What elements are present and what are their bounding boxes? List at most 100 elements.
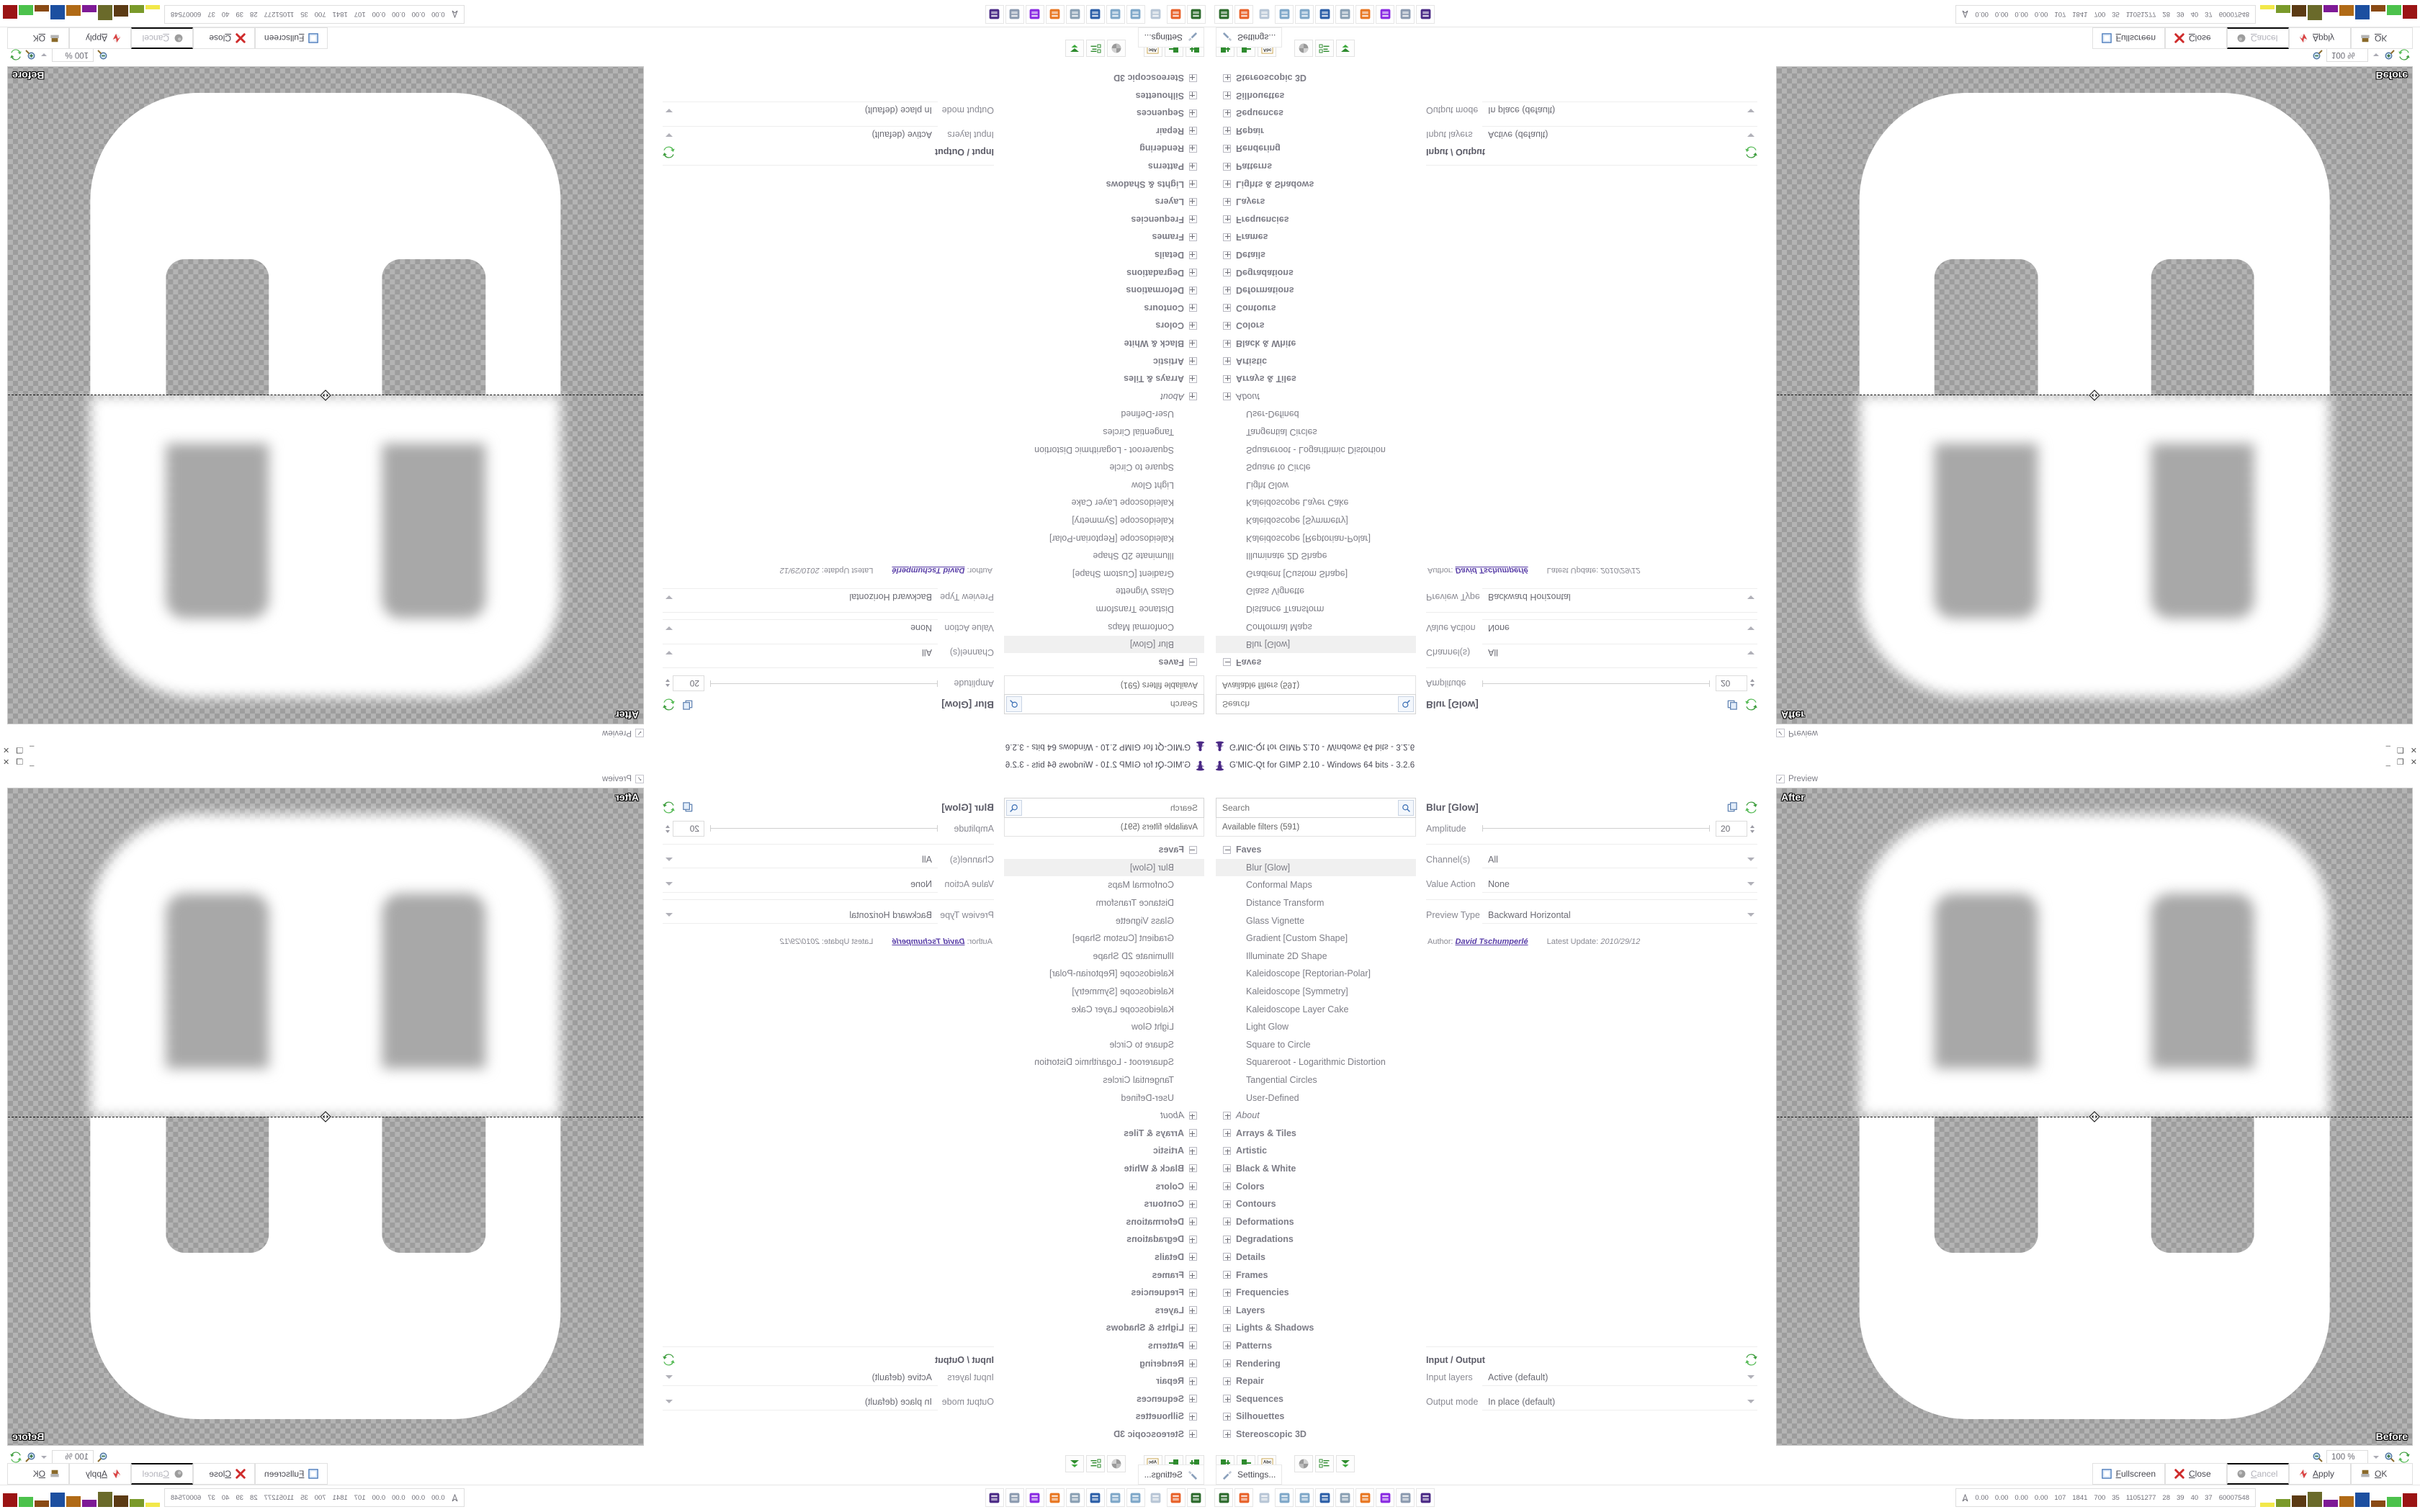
tree-category-stereoscopic-3d[interactable]: Stereoscopic 3D [1216,1426,1416,1444]
close-window-button[interactable]: ✕ [3,745,10,754]
tree-category-lights-shadows[interactable]: Lights & Shadows [1004,175,1204,193]
amplitude-value[interactable]: 20 [1716,675,1747,691]
tree-item-fave[interactable]: User-Defined [1121,1092,1174,1103]
fullscreen-button[interactable]: Fullscreen [255,27,328,49]
expand-icon[interactable] [1223,127,1231,135]
filters-tree[interactable]: Faves Blur [Glow] Conformal Maps Distance T… [1004,838,1204,1446]
expand-icon[interactable] [1223,286,1231,294]
tree-category-contours[interactable]: Contours [1004,1195,1204,1213]
input-layers-select[interactable]: Active (default) [1482,1369,1757,1386]
tree-item-fave[interactable]: Conformal Maps [1108,621,1174,632]
tree-item-fave[interactable]: Gradient [Custom Shape] [1246,568,1348,579]
channels-select[interactable]: All [663,851,938,868]
tree-category-frames[interactable]: Frames [1216,1266,1416,1284]
output-mode-select[interactable]: In place (default) [1482,102,1757,119]
blender-icon[interactable] [1046,5,1065,24]
palette-swatch[interactable] [2355,5,2370,19]
tree-item-fave[interactable]: Squareroot - Logarithmic Distortion [1246,1057,1386,1068]
input-layers-select[interactable]: Active (default) [663,126,938,143]
tree-item-fave[interactable]: Squareroot - Logarithmic Distortion [1034,1057,1174,1068]
zoom-reset-icon[interactable] [10,1452,22,1463]
zoom-reset-icon[interactable] [2398,49,2410,60]
palette-swatch[interactable] [50,5,65,19]
tree-category-black-white[interactable]: Black & White [1004,1160,1204,1178]
value-action-select[interactable]: None [1482,619,1757,636]
palette-swatch[interactable] [2308,5,2322,20]
preview-checkbox[interactable]: ✓ [635,729,644,737]
expand-icon[interactable] [1189,1111,1197,1120]
tree-category-sequences[interactable]: Sequences [1004,1390,1204,1408]
expand-icon[interactable] [1223,1182,1231,1191]
split-handle-icon[interactable] [320,390,331,401]
palette-swatch[interactable] [2323,5,2338,12]
search-icon[interactable] [1006,696,1022,712]
expand-icon[interactable] [1189,127,1197,135]
tree-item-fave[interactable]: Kaleidoscope [Reptorian-Polar] [1246,968,1371,979]
palette-swatch[interactable] [3,1493,17,1507]
tree-category-testing[interactable]: Testing [1004,1443,1204,1446]
split-handle-icon[interactable] [2089,1111,2100,1122]
cancel-button[interactable]: Cancel [131,1463,193,1485]
palette-swatch[interactable] [130,1499,144,1507]
tree-category-deformations[interactable]: Deformations [1004,1212,1204,1230]
close-button[interactable]: Close [2165,27,2227,49]
tree-category-layers[interactable]: Layers [1004,193,1204,211]
notepad2-icon[interactable] [1295,1488,1314,1507]
tree-category-rendering[interactable]: Rendering [1004,1354,1204,1372]
tree-item-fave[interactable]: Glass Vignette [1246,915,1305,926]
filter-list-icon[interactable] [1315,1455,1334,1472]
preview-canvas[interactable]: After Before [7,66,644,724]
expand-icon[interactable] [1065,40,1084,57]
expand-icon[interactable] [1189,1129,1197,1138]
expand-icon[interactable] [1189,251,1197,259]
chevron-down-icon[interactable] [2371,1450,2381,1464]
palette-swatch[interactable] [2292,5,2306,17]
tree-item-fave[interactable]: Kaleidoscope [Symmetry] [1072,986,1174,997]
search-input[interactable] [1034,696,1204,713]
tree-category-patterns[interactable]: Patterns [1216,1337,1416,1355]
tree-item-fave[interactable]: Distance Transform [1095,603,1174,614]
zoom-out-icon[interactable] [97,1452,108,1463]
copy-icon[interactable] [1726,699,1739,711]
preview-type-select[interactable]: Backward Horizontal [1482,906,1757,924]
tree-category-about[interactable]: About [1004,1107,1204,1125]
blender-icon[interactable] [1046,1488,1065,1507]
maximize-button[interactable]: ❐ [16,745,24,754]
expand-icon[interactable] [1189,73,1197,82]
fullscreen-button[interactable]: Fullscreen [2092,1463,2165,1485]
palette-swatch[interactable] [66,5,81,16]
tree-category-arrays-tiles[interactable]: Arrays & Tiles [1216,1125,1416,1143]
tree-item-fave[interactable]: Square to Circle [1109,462,1174,473]
expand-icon[interactable] [1223,1146,1231,1155]
filter-list-icon[interactable] [1086,1455,1105,1472]
tree-category-artistic[interactable]: Artistic [1216,352,1416,370]
author-link[interactable]: David Tschumperlé [892,566,965,575]
paint-icon[interactable] [1255,5,1273,24]
collapse-icon[interactable] [1223,658,1231,667]
tree-category-degradations[interactable]: Degradations [1216,1230,1416,1248]
tree-item-fave[interactable]: Light Glow [1131,1022,1174,1032]
palette-swatch[interactable] [2387,1497,2401,1507]
palette-swatch[interactable] [2371,1500,2385,1507]
purple-bird-icon[interactable] [1026,1488,1044,1507]
expand-icon[interactable] [1223,1323,1231,1332]
expand-icon[interactable] [1223,233,1231,241]
io-reset-icon[interactable] [1745,1354,1757,1366]
apply-button[interactable]: Apply [69,1463,131,1485]
tree-group-faves[interactable]: Faves [1004,653,1204,671]
tree-category-frequencies[interactable]: Frequencies [1004,1284,1204,1302]
search-input[interactable] [1216,696,1386,713]
tree-item-fave[interactable]: Gradient [Custom Shape] [1072,933,1174,944]
fullscreen-button[interactable]: Fullscreen [255,1463,328,1485]
tree-item-fave[interactable]: Conformal Maps [1108,880,1174,891]
taskbar-items[interactable] [985,5,1206,24]
tree-item-fave[interactable]: Glass Vignette [1115,915,1174,926]
tree-item-fave[interactable]: Tangential Circles [1103,426,1174,437]
settings-button[interactable]: Settings... [1216,27,1283,48]
gmic-wizard-icon[interactable] [1416,1488,1435,1507]
expand-icon[interactable] [1223,180,1231,189]
palette-swatch[interactable] [19,1497,33,1507]
split-handle-icon[interactable] [2089,390,2100,401]
expand-icon[interactable] [1189,1377,1197,1385]
search-input[interactable] [1216,799,1386,816]
